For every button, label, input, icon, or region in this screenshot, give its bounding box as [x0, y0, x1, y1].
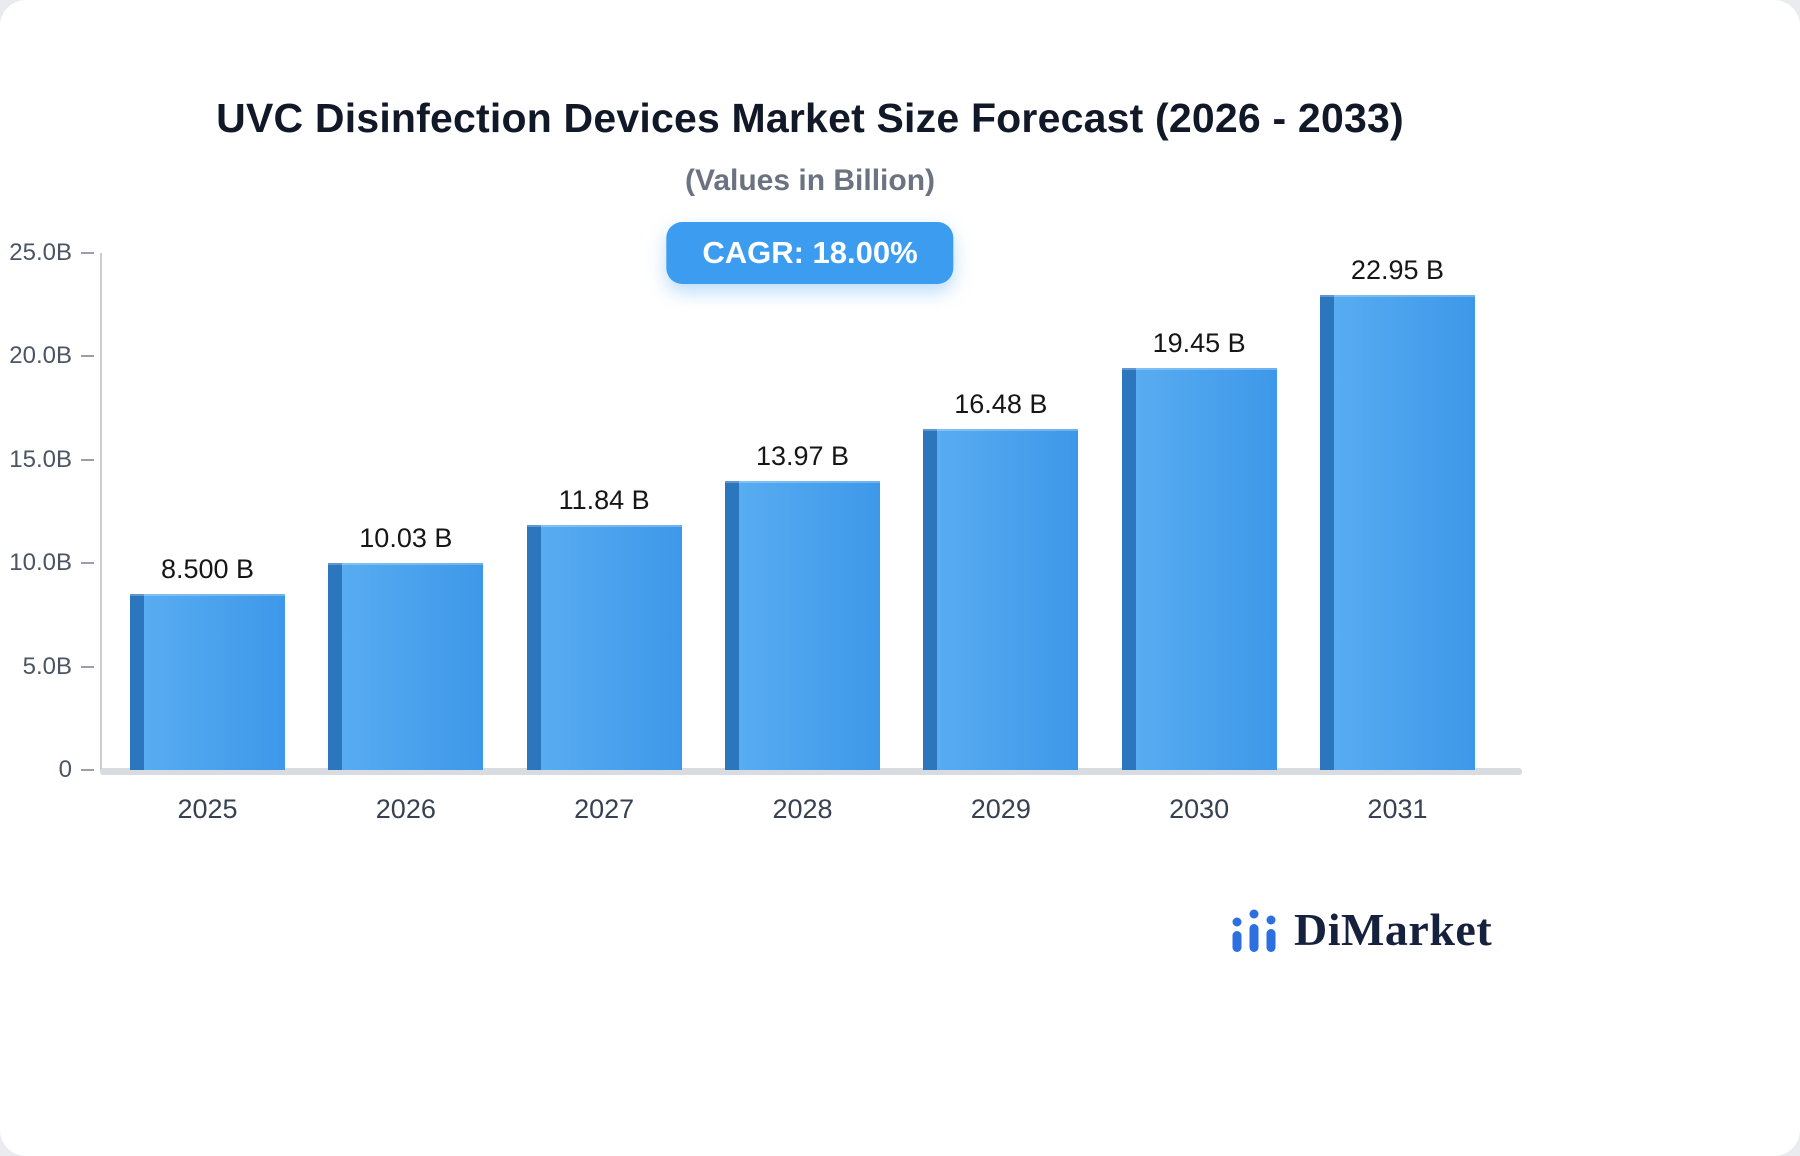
y-tick: 10.0B: [0, 549, 96, 577]
y-tick: 5.0B: [0, 653, 96, 681]
y-tick-label: 20.0B: [9, 342, 72, 370]
y-tick-mark: [81, 769, 94, 771]
bar-group: 11.84 B 2027: [526, 253, 682, 824]
bars: 8.500 B 2025 10.03 B 2026 11.84 B 2027 13.97 B…: [102, 253, 1520, 824]
bar-value-label: 13.97 B: [755, 441, 850, 472]
x-axis-label: 2030: [1169, 794, 1230, 824]
bar[interactable]: [724, 481, 880, 770]
bar-value-label: 19.45 B: [1152, 327, 1246, 358]
bar-chart-icon: [1228, 904, 1280, 956]
y-tick-mark: [81, 458, 94, 461]
cagr-badge: CAGR: 18.00%: [666, 222, 954, 284]
brand-logo: DiMarket: [1228, 903, 1492, 956]
bar-group: 8.500 B 2025: [130, 253, 285, 824]
bar-value-label: 8.500 B: [160, 554, 255, 585]
x-axis-label: 2031: [1367, 794, 1428, 824]
x-axis-label: 2028: [772, 794, 833, 824]
x-axis-label: 2026: [375, 794, 436, 824]
y-tick: 0: [0, 756, 96, 784]
bar-value-label: 10.03 B: [359, 522, 453, 553]
bar[interactable]: [1121, 367, 1277, 770]
y-tick-label: 0: [58, 756, 72, 783]
x-axis-line: [100, 768, 1522, 775]
bar-group: 19.45 B 2030: [1121, 253, 1277, 824]
y-axis-labels: 0 5.0B 10.0B 15.0B 20.0B 25.0B: [0, 239, 96, 783]
y-tick: 25.0B: [0, 239, 96, 267]
bar-value-label: 11.84 B: [558, 485, 650, 516]
y-tick-mark: [81, 562, 94, 565]
bar-group: 22.95 B 2031: [1319, 253, 1475, 824]
bar[interactable]: [130, 594, 285, 770]
chart-header: UVC Disinfection Devices Market Size For…: [30, 0, 1590, 198]
y-tick-mark: [81, 665, 94, 668]
y-tick-label: 5.0B: [22, 652, 72, 680]
bar[interactable]: [1319, 295, 1475, 770]
y-tick: 20.0B: [0, 342, 96, 370]
chart-subtitle: (Values in Billion): [684, 164, 936, 197]
bar[interactable]: [328, 562, 484, 770]
y-tick-mark: [81, 355, 94, 358]
y-tick: 15.0B: [0, 446, 96, 474]
plot-area: [100, 253, 1522, 770]
bar-value-label: 16.48 B: [954, 389, 1048, 420]
bar-group: 13.97 B 2028: [724, 253, 880, 824]
x-axis-label: 2029: [970, 794, 1031, 824]
chart-title: UVC Disinfection Devices Market Size For…: [216, 95, 1404, 141]
x-axis-label: 2027: [574, 794, 635, 824]
y-tick-mark: [81, 252, 94, 254]
bar-group: 16.48 B 2029: [923, 253, 1079, 824]
x-axis-label: 2025: [177, 794, 238, 824]
bar[interactable]: [923, 429, 1079, 770]
brand-name: DiMarket: [1294, 904, 1493, 955]
bar-group: 10.03 B 2026: [328, 253, 484, 824]
bar[interactable]: [526, 525, 682, 770]
y-tick-label: 15.0B: [9, 445, 72, 473]
y-tick-label: 25.0B: [9, 239, 72, 266]
y-tick-label: 10.0B: [9, 549, 72, 577]
bar-value-label: 22.95 B: [1350, 255, 1444, 286]
